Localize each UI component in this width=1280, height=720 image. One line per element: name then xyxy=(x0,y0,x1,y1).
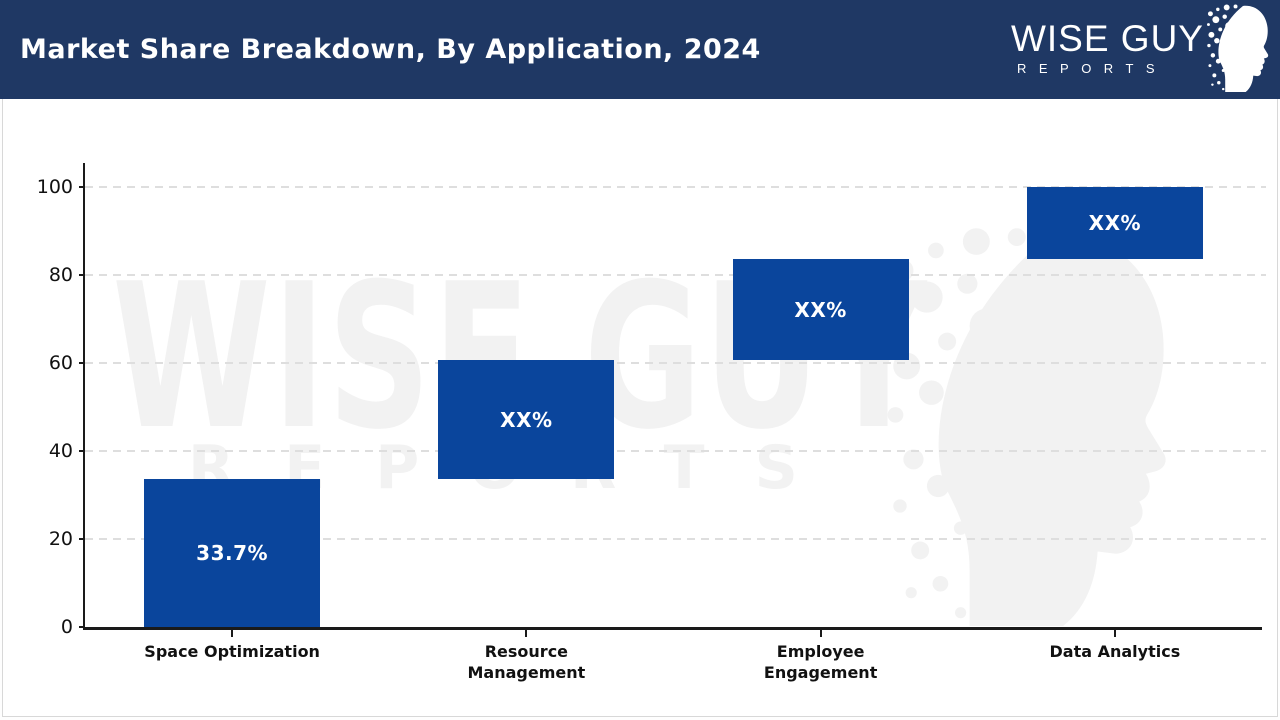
y-tick-mark-40 xyxy=(79,449,85,452)
bar-data-analytics: XX% xyxy=(1026,186,1203,260)
category-label-resource-management: Resource Management xyxy=(467,642,586,683)
gridline-60 xyxy=(85,361,1266,364)
wise-guy-logo: WISE GUY REPORTS xyxy=(1011,4,1270,92)
x-axis-line xyxy=(83,627,1262,630)
x-tick-mark-space-optimization xyxy=(231,630,234,637)
gridline-100 xyxy=(85,185,1266,188)
y-tick-label-20: 20 xyxy=(48,527,73,550)
y-axis-line xyxy=(83,163,85,630)
gridline-40 xyxy=(85,449,1266,452)
bar-label-employee-engagement: XX% xyxy=(794,297,847,322)
header: Market Share Breakdown, By Application, … xyxy=(0,0,1280,99)
page-title: Market Share Breakdown, By Application, … xyxy=(20,34,761,65)
y-tick-label-100: 100 xyxy=(36,175,73,198)
bar-employee-engagement: XX% xyxy=(732,259,909,361)
x-tick-mark-employee-engagement xyxy=(819,630,822,637)
x-tick-mark-data-analytics xyxy=(1113,630,1116,637)
bar-label-resource-management: XX% xyxy=(500,407,553,432)
y-tick-label-80: 80 xyxy=(48,263,73,286)
y-tick-label-60: 60 xyxy=(48,351,73,374)
bar-resource-management: XX% xyxy=(438,360,615,479)
bar-space-optimization: 33.7% xyxy=(144,478,321,627)
y-tick-mark-0 xyxy=(79,626,85,628)
category-label-data-analytics: Data Analytics xyxy=(1049,642,1181,661)
logo-subtext: REPORTS xyxy=(1016,61,1168,76)
y-tick-label-0: 0 xyxy=(60,616,73,638)
logo-text: WISE GUY REPORTS xyxy=(1011,20,1204,76)
y-tick-mark-100 xyxy=(79,185,85,188)
x-tick-mark-resource-management xyxy=(525,630,528,637)
y-tick-mark-60 xyxy=(79,361,85,364)
bar-label-data-analytics: XX% xyxy=(1088,210,1142,235)
gridline-80 xyxy=(85,273,1266,276)
bar-label-space-optimization: 33.7% xyxy=(196,540,269,565)
logo-wordmark: WISE GUY xyxy=(1010,18,1204,59)
y-tick-mark-20 xyxy=(79,537,85,540)
y-tick-label-40: 40 xyxy=(48,439,73,462)
category-label-space-optimization: Space Optimization xyxy=(144,642,320,661)
head-profile-icon xyxy=(1206,4,1269,92)
gridline-20 xyxy=(85,537,1266,540)
y-tick-mark-80 xyxy=(79,273,85,276)
category-label-employee-engagement: Employee Engagement xyxy=(763,642,878,683)
